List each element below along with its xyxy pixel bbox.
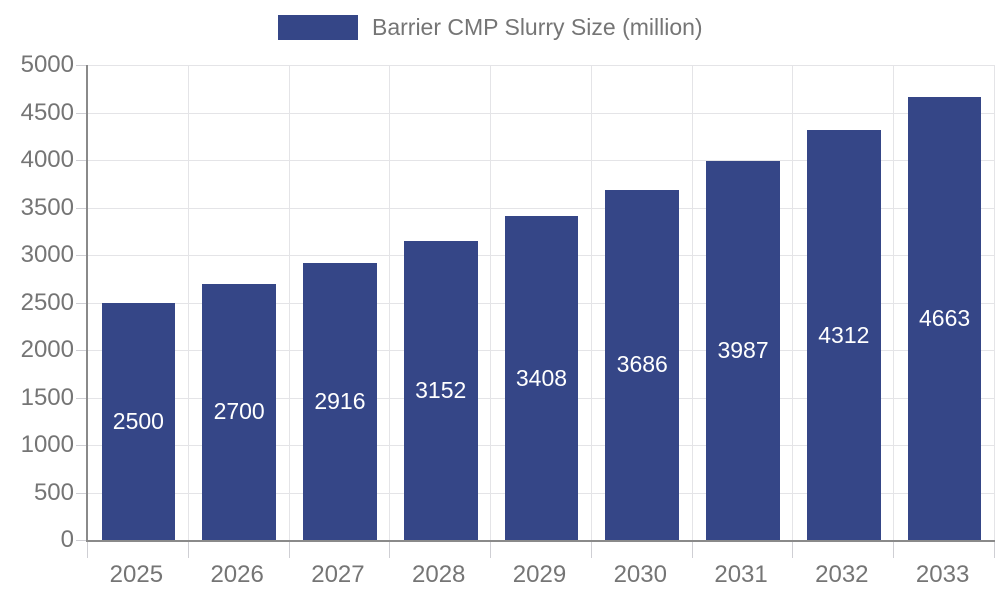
x-tick-label: 2031: [714, 561, 768, 588]
y-tick-label: 1000: [20, 431, 74, 458]
x-gridline: [691, 65, 693, 540]
legend-swatch: [278, 15, 358, 40]
y-tick: [76, 397, 86, 399]
y-tick-label: 3500: [20, 193, 74, 221]
x-tick: [590, 542, 592, 558]
x-tick-label: 2028: [412, 561, 466, 588]
y-tick: [76, 65, 86, 66]
y-tick-label: 500: [33, 478, 74, 506]
y-tick-label: 5000: [20, 51, 74, 78]
y-tick: [76, 350, 86, 351]
x-tick-label: 2025: [109, 561, 164, 588]
bar-value-label: 3686: [616, 351, 668, 378]
bar-value-label: 4663: [919, 305, 971, 331]
legend-label: Barrier CMP Slurry Size (million): [372, 14, 703, 40]
x-tick: [187, 542, 189, 558]
y-gridline: [88, 112, 995, 114]
x-gridline: [389, 65, 391, 540]
y-tick-label: 3000: [20, 241, 74, 268]
bar-2032: 4312: [807, 130, 881, 540]
bar-2033: 4663: [907, 97, 982, 540]
y-tick-label: 4000: [20, 146, 74, 173]
y-tick-label: 0: [60, 526, 74, 553]
x-tick-label: 2033: [915, 561, 970, 588]
bar-2030: 3686: [605, 189, 680, 540]
y-tick: [76, 160, 86, 161]
y-gridline: [88, 160, 995, 161]
bar-2026: 2700: [202, 283, 276, 540]
legend: Barrier CMP Slurry Size (million): [278, 14, 703, 41]
bar-2029: 3408: [504, 216, 579, 540]
y-tick: [76, 302, 86, 304]
x-gridline: [792, 65, 794, 540]
y-tick: [76, 255, 86, 256]
y-tick: [76, 540, 86, 541]
x-gridline: [187, 65, 189, 540]
bar-value-label: 2916: [314, 387, 366, 414]
x-gridline: [994, 65, 995, 540]
x-gridline: [490, 65, 492, 540]
bar-2027: 2916: [303, 262, 377, 540]
y-tick-label: 4500: [20, 98, 74, 126]
x-tick: [792, 542, 794, 558]
x-tick-label: 2027: [311, 561, 365, 588]
bar-value-label: 2700: [213, 398, 265, 425]
x-tick: [87, 542, 88, 558]
bar-value-label: 2500: [112, 407, 164, 434]
x-tick: [893, 542, 895, 558]
y-gridline: [88, 65, 995, 66]
y-tick: [76, 492, 86, 494]
plot-area: 2500 2700 2916 3152 3408 3686 3987 4312 4663: [76, 65, 995, 558]
bar-value-label: 4312: [818, 321, 870, 348]
bar-value-label: 3152: [415, 376, 467, 403]
x-tick: [691, 542, 693, 558]
x-gridline: [893, 65, 895, 540]
x-tick: [994, 542, 995, 558]
x-tick: [490, 542, 492, 558]
x-tick: [288, 542, 290, 558]
y-tick: [76, 207, 86, 209]
x-tick: [389, 542, 391, 558]
bar-value-label: 3987: [717, 337, 769, 364]
y-tick-label: 2500: [20, 288, 74, 316]
x-tick-label: 2032: [815, 561, 869, 588]
bar-2025: 2500: [101, 302, 176, 540]
y-gridline: [88, 207, 995, 209]
y-tick-label: 2000: [20, 336, 74, 363]
y-tick-label: 1500: [20, 383, 74, 411]
bar-2031: 3987: [706, 161, 780, 540]
y-tick: [76, 445, 86, 446]
x-tick-label: 2030: [613, 561, 667, 588]
x-tick-label: 2029: [512, 561, 567, 588]
bar-2028: 3152: [403, 240, 478, 540]
y-tick: [76, 112, 86, 114]
x-gridline: [288, 65, 290, 540]
x-tick-label: 2026: [210, 561, 264, 588]
x-gridline: [590, 65, 592, 540]
bar-value-label: 3408: [515, 364, 568, 391]
